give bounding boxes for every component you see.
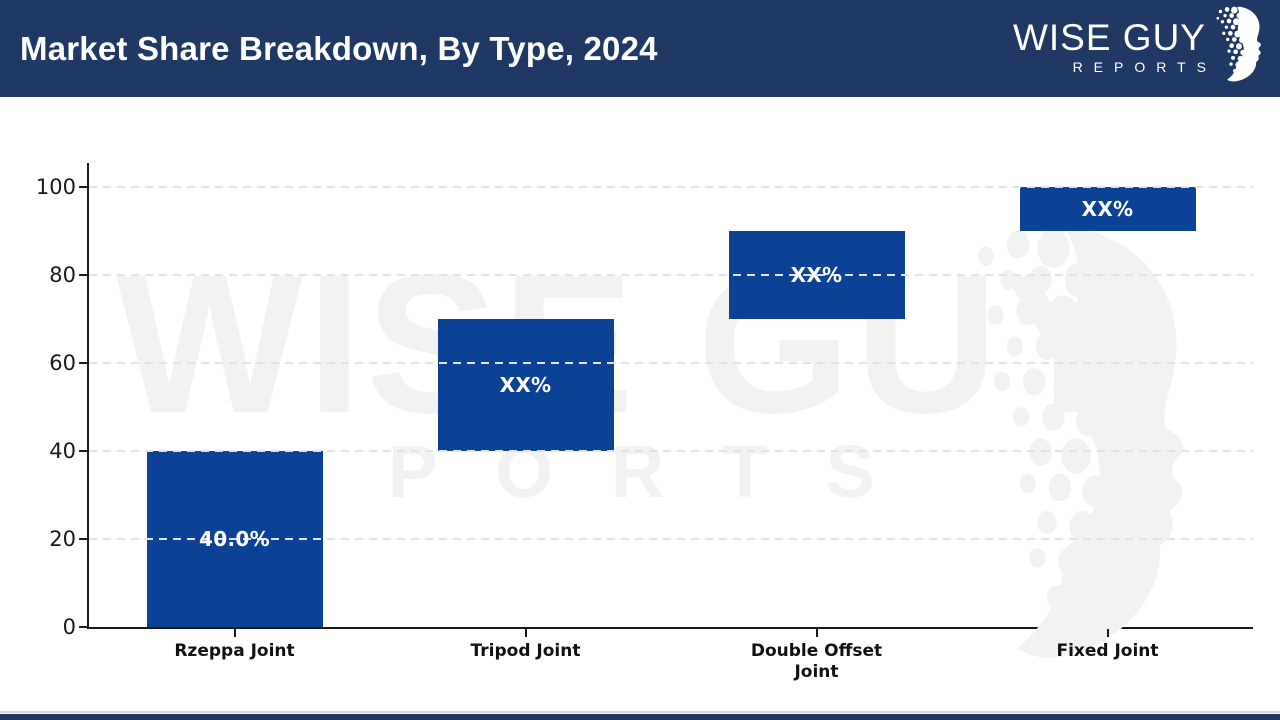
footer-bar — [0, 714, 1280, 720]
y-tick-mark — [79, 538, 88, 540]
x-tick-mark — [1106, 629, 1109, 637]
y-tick-mark — [79, 186, 88, 188]
x-tick-mark — [815, 629, 818, 637]
bar-value-label: XX% — [1081, 197, 1134, 221]
y-tick-label: 80 — [49, 263, 76, 287]
brand-text: WISE GUY REPORTS — [1012, 16, 1206, 76]
chart-area: WISE GUY PORTS 40.0% XX% XX% XX% Rzeppa Joi… — [0, 97, 1280, 720]
y-tick-mark — [79, 626, 88, 628]
x-axis-category-label: Rzeppa Joint — [174, 641, 295, 661]
x-tick-mark — [233, 629, 236, 637]
y-tick-mark — [79, 274, 88, 276]
y-tick-label: 60 — [49, 351, 76, 375]
header-bar: Market Share Breakdown, By Type, 2024 WI… — [0, 0, 1280, 97]
page-title: Market Share Breakdown, By Type, 2024 — [20, 29, 658, 67]
gridline — [89, 186, 1253, 188]
gridline — [89, 538, 1253, 540]
bar-segment — [1019, 187, 1196, 231]
gridline — [89, 362, 1253, 364]
brand-face-icon — [1216, 6, 1261, 82]
brand-logo: WISE GUY REPORTS — [1013, 6, 1266, 88]
y-tick-label: 20 — [49, 527, 76, 551]
bar-value-label: XX% — [499, 373, 552, 397]
bar-value-label: 40.0% — [199, 527, 270, 551]
x-axis-category-label: Fixed Joint — [1056, 641, 1159, 661]
footer-hairline — [0, 711, 1280, 713]
gridline — [89, 450, 1253, 452]
bar-value-label: XX% — [790, 263, 843, 287]
y-tick-label: 40 — [49, 439, 76, 463]
x-axis-category-label: Double Offset Joint — [750, 641, 883, 682]
x-tick-mark — [524, 629, 527, 637]
brand-face-dots — [1216, 6, 1246, 73]
bar-segment — [437, 319, 614, 451]
gridline — [89, 274, 1253, 276]
y-tick-label: 100 — [35, 175, 76, 199]
y-tick-mark — [79, 450, 88, 452]
watermark-face-icon — [966, 228, 1184, 658]
watermark-wordmark: WISE GUY — [116, 233, 1139, 454]
x-axis-category-label: Tripod Joint — [470, 641, 581, 661]
brand-sub: REPORTS — [1072, 59, 1217, 76]
plot-area: 40.0% XX% XX% XX% — [87, 163, 1253, 629]
y-tick-label: 0 — [62, 615, 76, 639]
brand-wordmark: WISE GUY — [1012, 16, 1206, 58]
y-tick-mark — [79, 362, 88, 364]
